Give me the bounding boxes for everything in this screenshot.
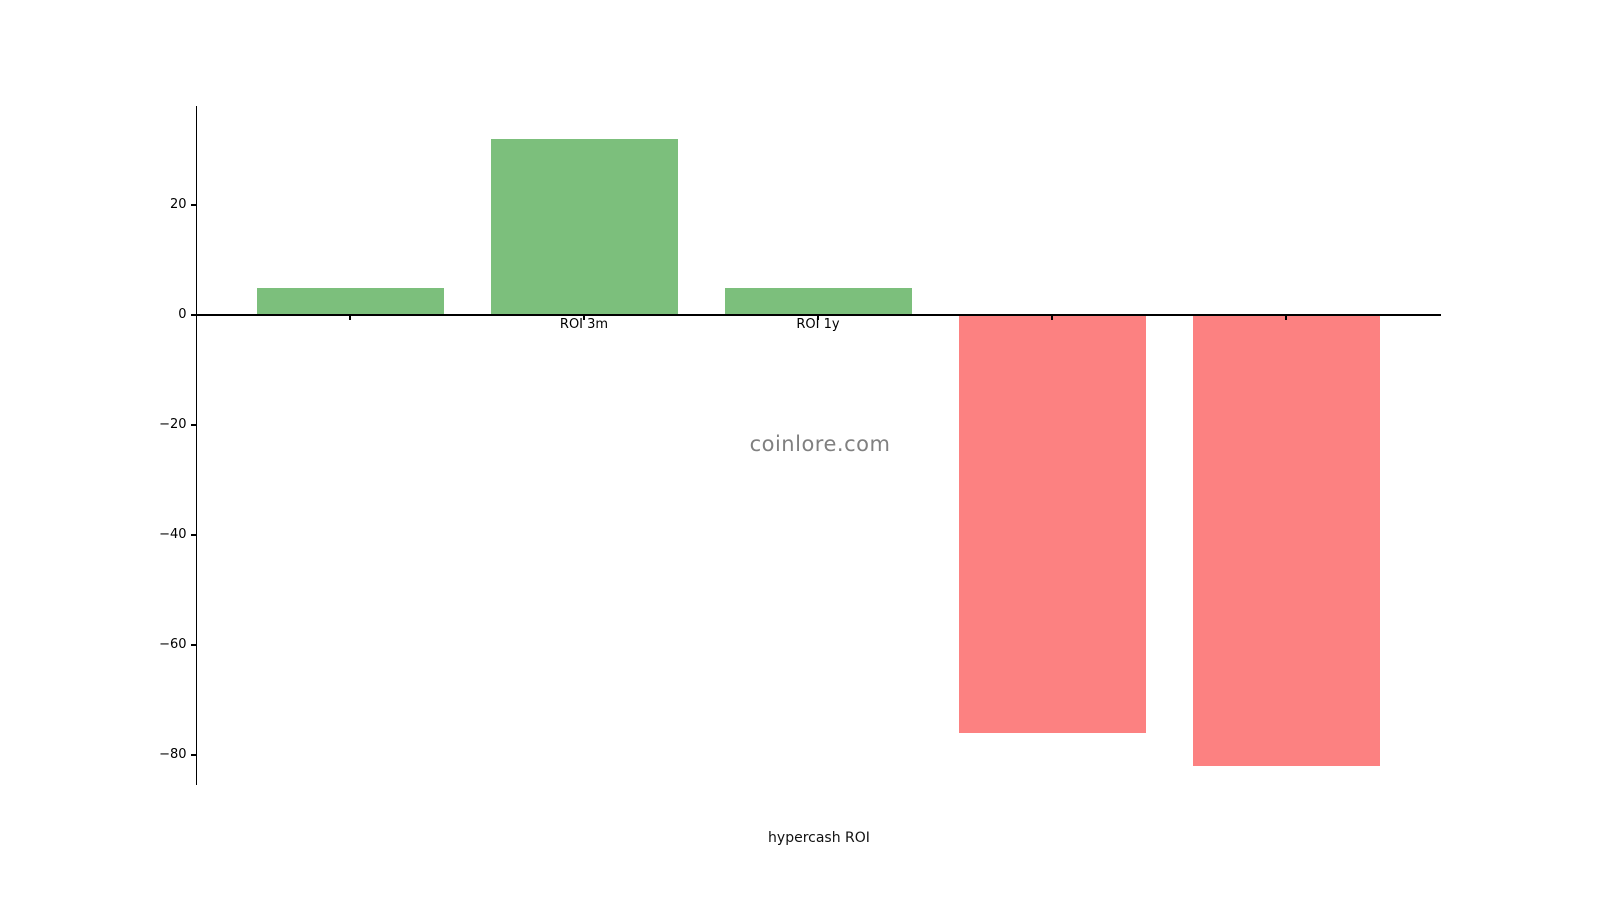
y-axis-line [195,106,197,785]
x-tick-mark [583,315,585,320]
x-tick-label-roi-1y: ROI 1y [796,317,840,332]
y-tick-label: 20 [169,197,187,212]
x-tick-mark [1051,315,1053,320]
bar-category-4 [958,315,1146,733]
watermark-text: coinlore.com [749,432,891,456]
bar-roi-1y [724,287,912,315]
bar-category-1 [256,287,444,315]
y-tick-label: −80 [159,747,187,762]
x-tick-mark [1285,315,1287,320]
x-tick-label-roi-3m: ROI 3m [559,317,609,332]
y-tick-label: 0 [178,307,187,322]
y-tick-mark [190,204,196,206]
y-tick-mark [190,534,196,536]
y-tick-mark [190,424,196,426]
y-tick-label: −60 [159,637,187,652]
x-tick-mark [817,315,819,320]
y-tick-label: −40 [159,527,187,542]
y-tick-mark [190,754,196,756]
x-axis-zero-line [195,314,1441,316]
bar-category-5 [1192,315,1380,766]
x-tick-mark [349,315,351,320]
y-tick-mark [190,644,196,646]
y-tick-label: −20 [159,417,187,432]
y-tick-mark [190,314,196,316]
chart-title: hypercash ROI [768,830,870,846]
bar-roi-3m [490,139,678,315]
